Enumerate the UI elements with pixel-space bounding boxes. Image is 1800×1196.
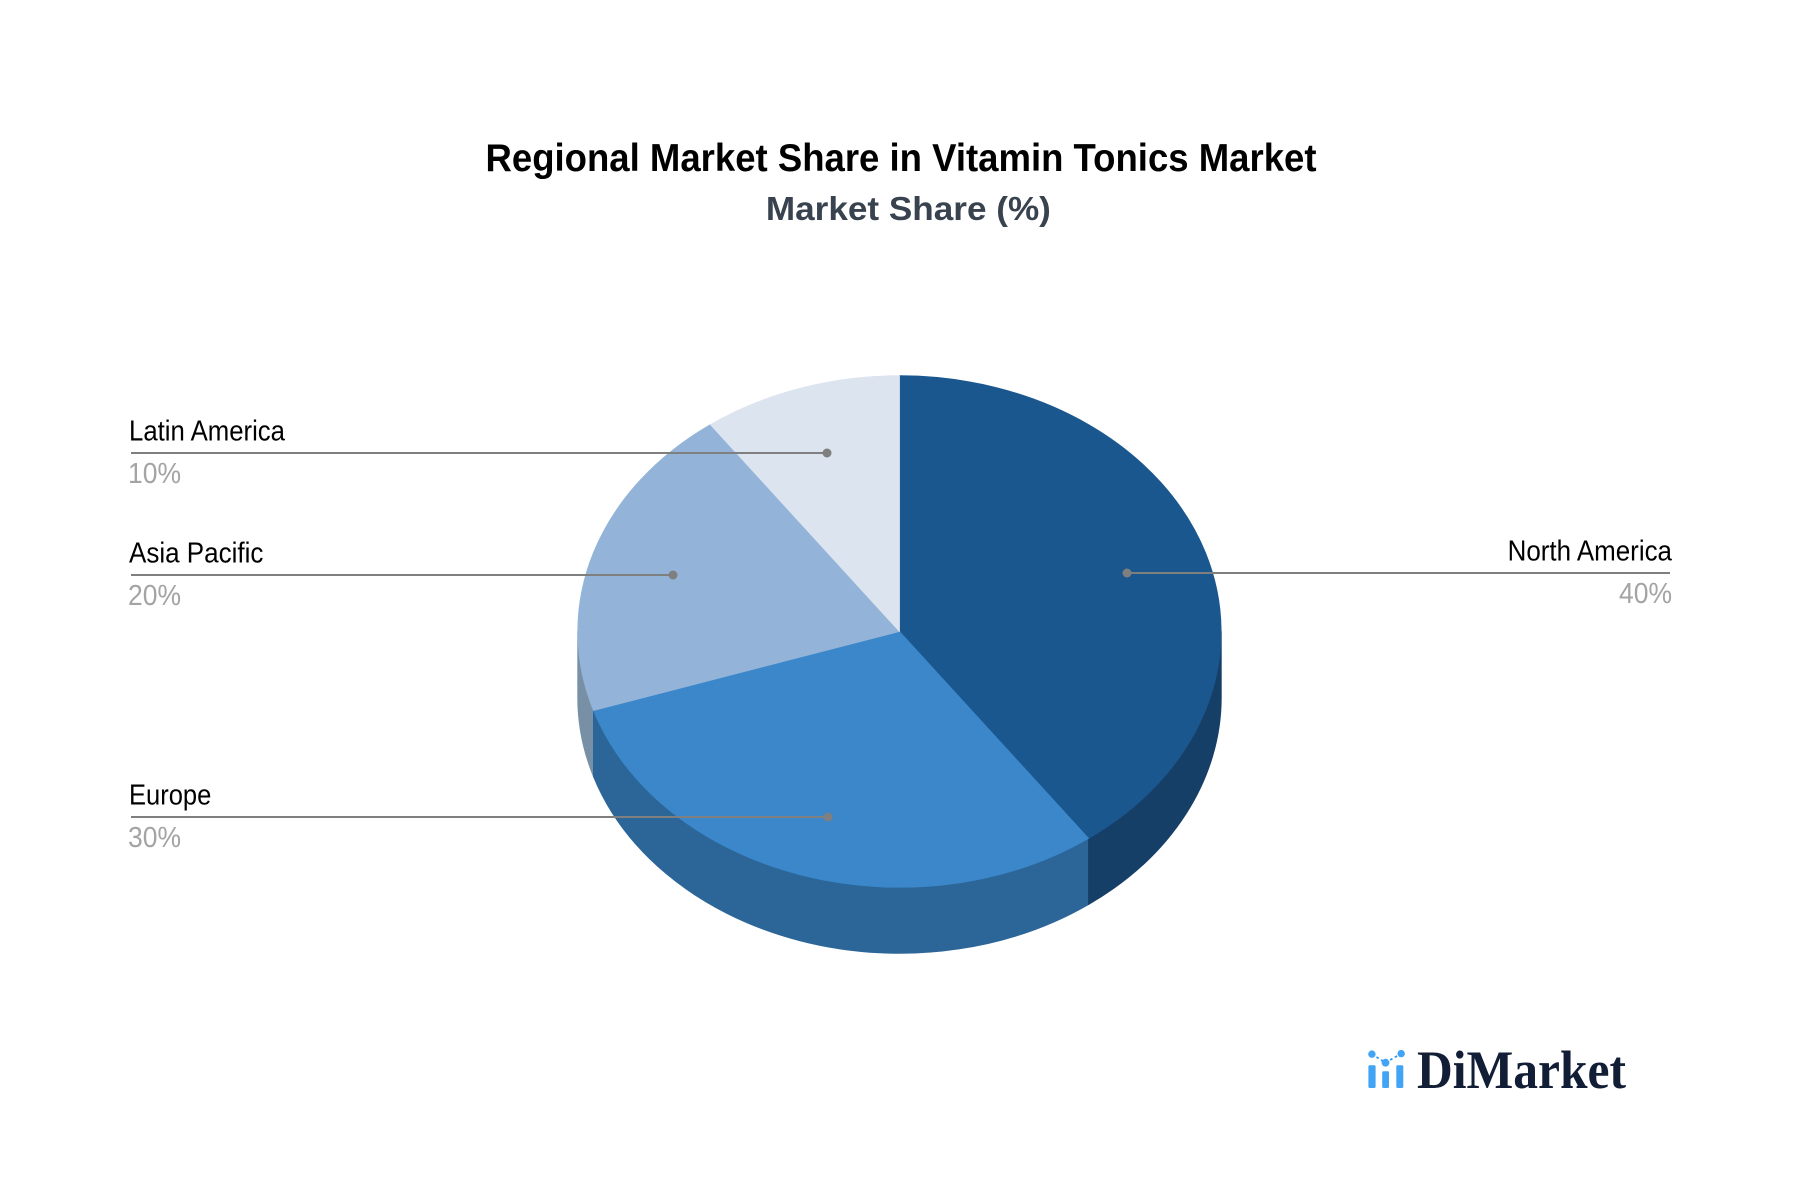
- svg-text:40%: 40%: [1619, 578, 1672, 610]
- svg-text:Asia Pacific: Asia Pacific: [129, 538, 263, 570]
- svg-text:30%: 30%: [128, 822, 181, 854]
- svg-text:North America: North America: [1508, 536, 1673, 568]
- svg-text:Market Share (%): Market Share (%): [766, 190, 1051, 227]
- svg-text:10%: 10%: [128, 458, 181, 490]
- svg-text:Europe: Europe: [129, 780, 211, 812]
- svg-text:Regional Market Share in Vitam: Regional Market Share in Vitamin Tonics …: [486, 137, 1317, 180]
- svg-text:DiMarket: DiMarket: [1417, 1040, 1626, 1100]
- svg-text:Latin America: Latin America: [129, 416, 286, 448]
- svg-text:20%: 20%: [128, 580, 181, 612]
